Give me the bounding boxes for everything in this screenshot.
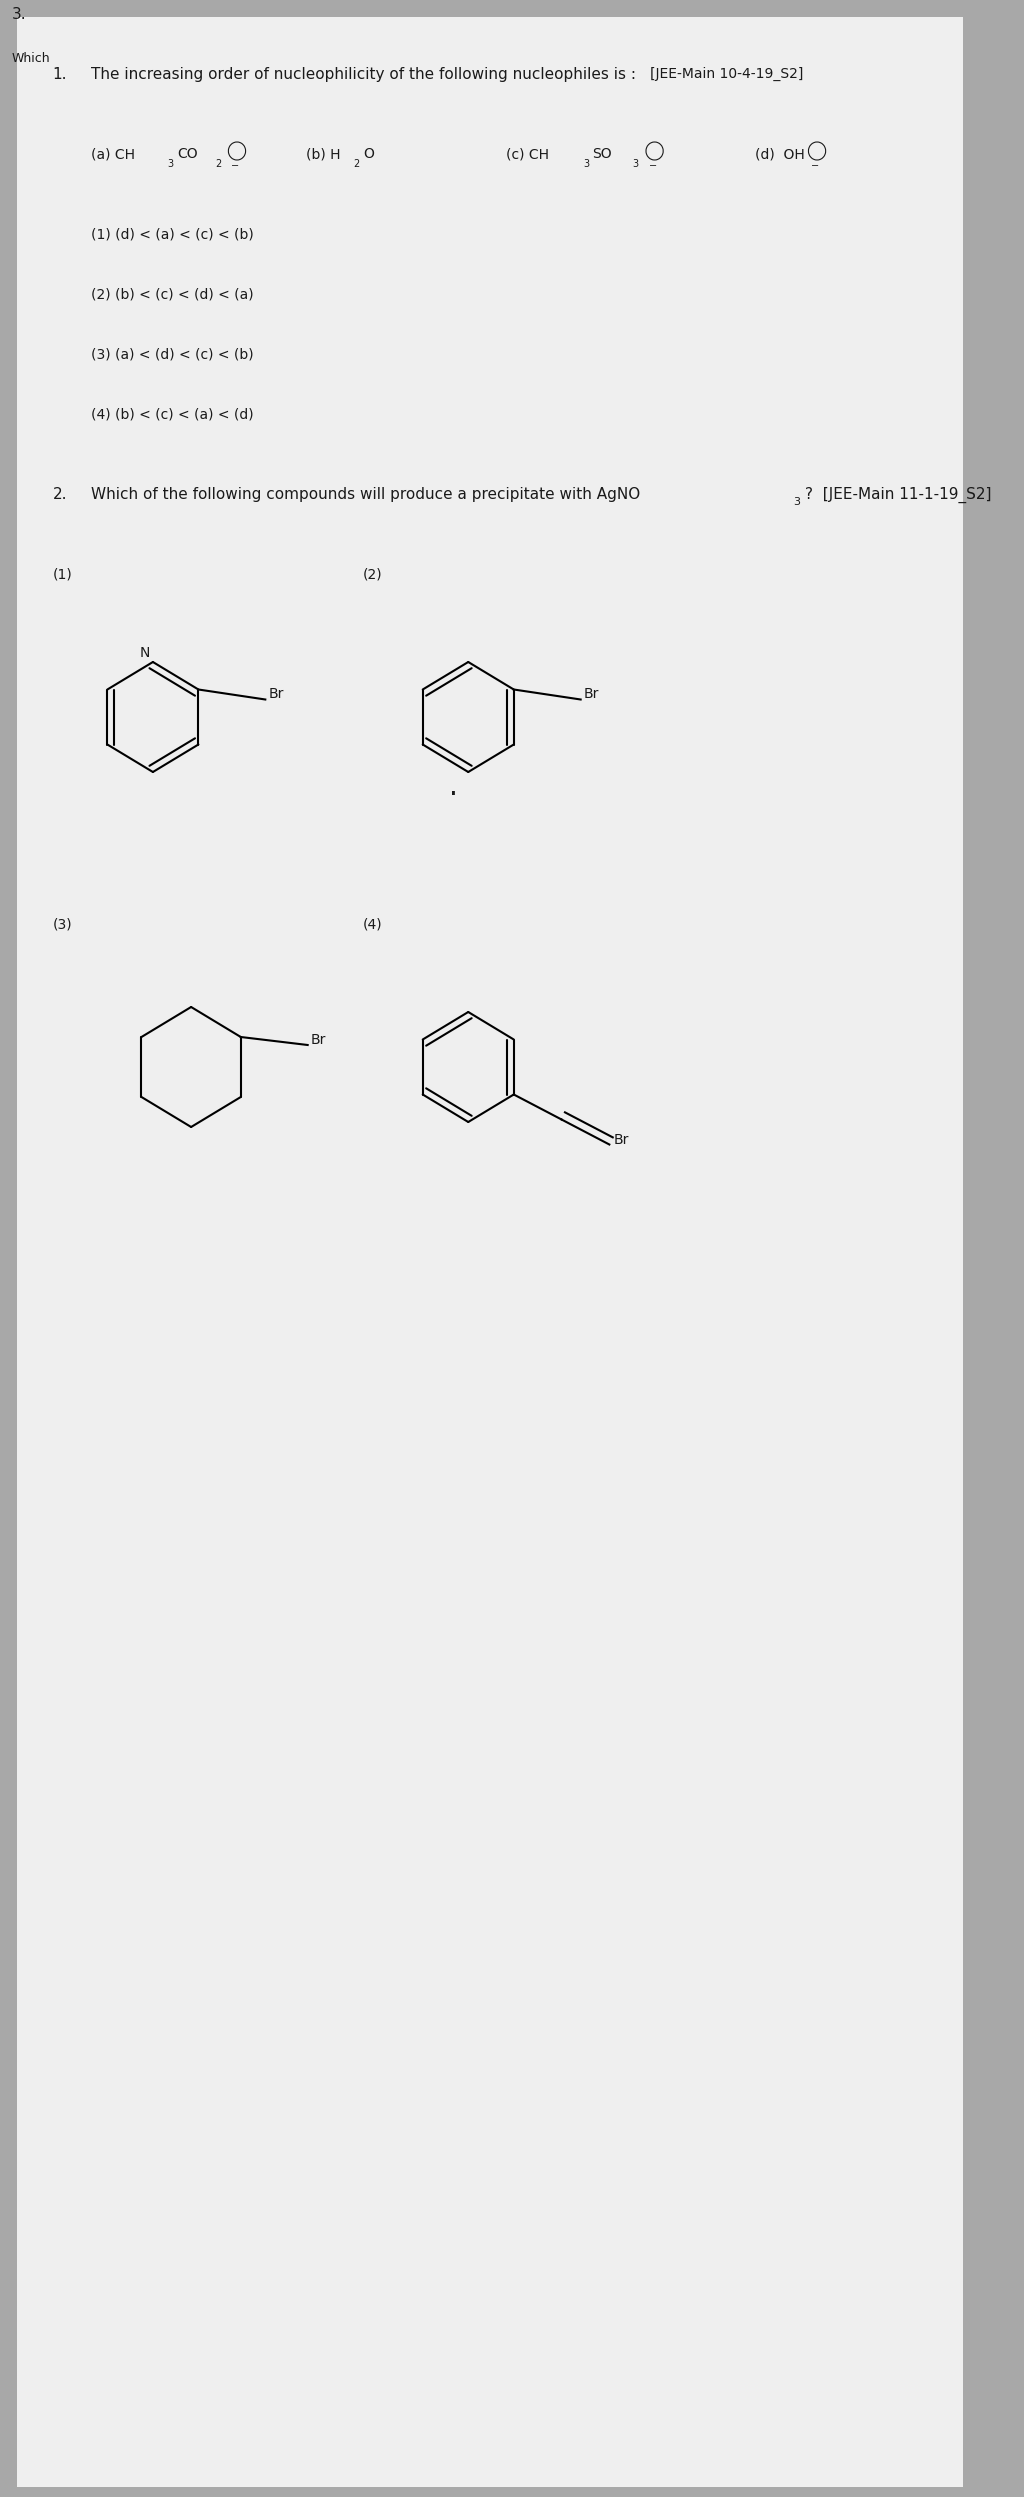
Text: ?  [JEE-Main 11-1-19_S2]: ? [JEE-Main 11-1-19_S2] — [805, 487, 991, 504]
Text: 3: 3 — [794, 497, 800, 507]
Text: −: − — [649, 160, 657, 170]
Text: [JEE-Main 10-4-19_S2]: [JEE-Main 10-4-19_S2] — [650, 67, 803, 80]
Text: The increasing order of nucleophilicity of the following nucleophiles is :: The increasing order of nucleophilicity … — [91, 67, 636, 82]
Text: (4): (4) — [364, 916, 383, 931]
Text: (d)  OH: (d) OH — [755, 147, 805, 160]
Text: (4) (b) < (c) < (a) < (d): (4) (b) < (c) < (a) < (d) — [91, 407, 253, 422]
Text: .: . — [450, 774, 459, 802]
Text: 2: 2 — [215, 160, 221, 170]
Text: (1) (d) < (a) < (c) < (b): (1) (d) < (a) < (c) < (b) — [91, 227, 254, 242]
Text: 3: 3 — [167, 160, 173, 170]
Text: (2) (b) < (c) < (d) < (a): (2) (b) < (c) < (d) < (a) — [91, 287, 253, 302]
Text: 3.: 3. — [11, 7, 26, 22]
Text: Which: Which — [11, 52, 50, 65]
Text: 2.: 2. — [52, 487, 67, 502]
Text: Br: Br — [268, 687, 284, 702]
Text: Br: Br — [614, 1134, 630, 1146]
Text: (c) CH: (c) CH — [507, 147, 550, 160]
Text: (3): (3) — [52, 916, 72, 931]
Text: (b) H: (b) H — [306, 147, 340, 160]
Text: 3: 3 — [583, 160, 589, 170]
Text: −: − — [811, 160, 819, 170]
Text: 1.: 1. — [52, 67, 67, 82]
Text: Which of the following compounds will produce a precipitate with AgNO: Which of the following compounds will pr… — [91, 487, 640, 502]
Text: (1): (1) — [52, 567, 73, 582]
Text: SO: SO — [593, 147, 612, 160]
Text: Br: Br — [584, 687, 599, 702]
Text: CO: CO — [177, 147, 198, 160]
Text: (3) (a) < (d) < (c) < (b): (3) (a) < (d) < (c) < (b) — [91, 347, 253, 362]
Text: (a) CH: (a) CH — [91, 147, 135, 160]
Text: O: O — [364, 147, 374, 160]
Text: 2: 2 — [353, 160, 359, 170]
Text: N: N — [140, 647, 151, 659]
Text: −: − — [231, 160, 240, 170]
Text: (2): (2) — [364, 567, 383, 582]
Text: Br: Br — [310, 1034, 326, 1046]
Text: 3: 3 — [633, 160, 639, 170]
